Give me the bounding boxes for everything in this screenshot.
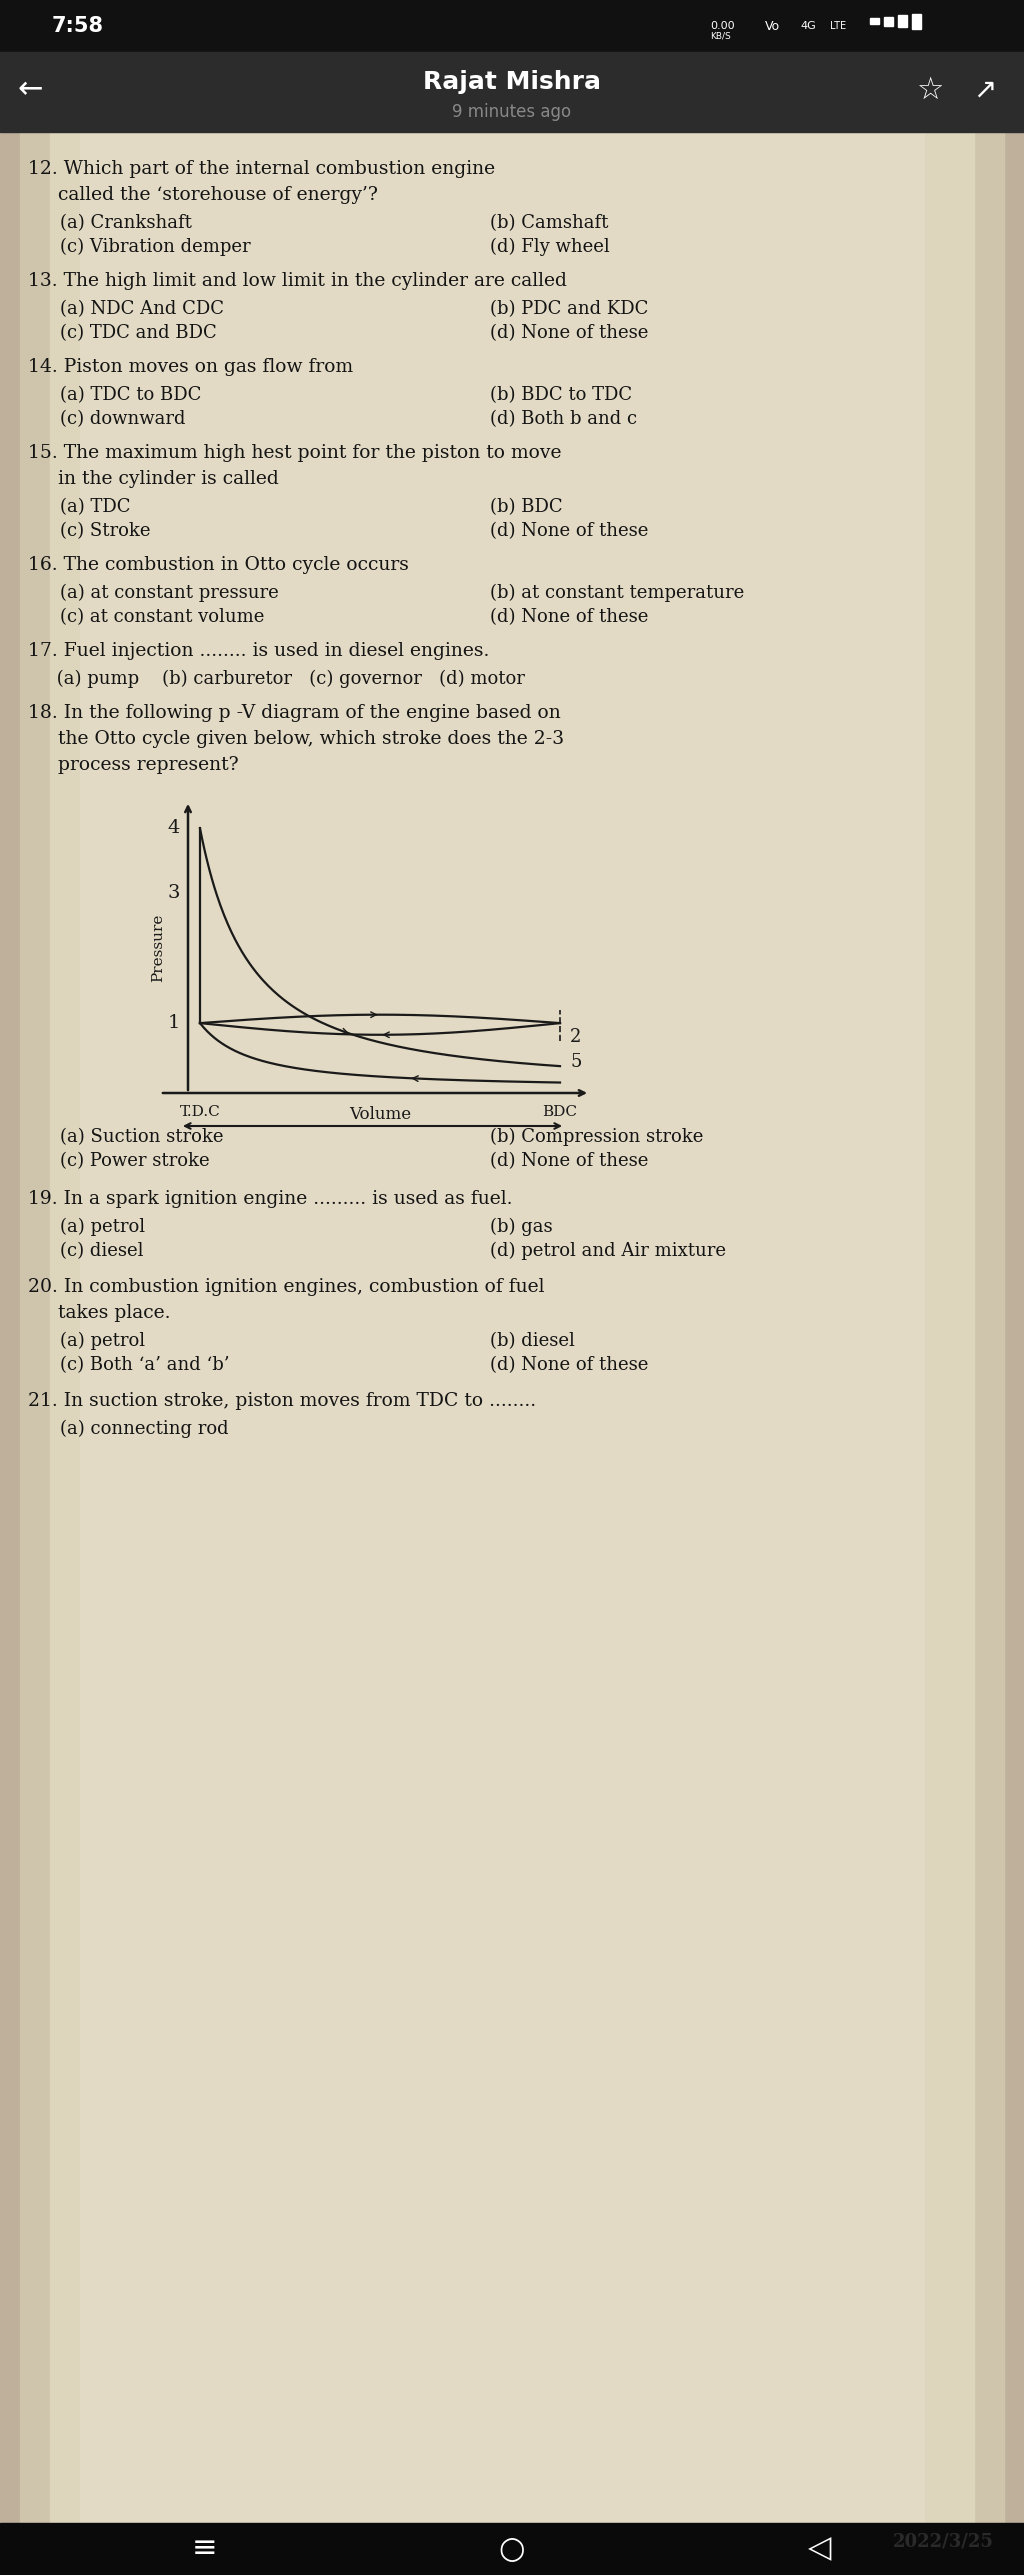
Bar	[870, 18, 879, 23]
Text: (c) Vibration demper: (c) Vibration demper	[60, 237, 251, 258]
Text: ↗: ↗	[974, 77, 996, 103]
Text: (b) BDC to TDC: (b) BDC to TDC	[490, 386, 632, 404]
Text: 18. In the following p -V diagram of the engine based on: 18. In the following p -V diagram of the…	[28, 703, 561, 721]
Text: (c) Power stroke: (c) Power stroke	[60, 1151, 210, 1169]
Text: 7:58: 7:58	[52, 15, 104, 36]
Bar	[898, 15, 907, 26]
Text: BDC: BDC	[543, 1105, 578, 1120]
Text: (c) at constant volume: (c) at constant volume	[60, 608, 264, 626]
Text: (b) diesel: (b) diesel	[490, 1331, 574, 1349]
Text: ◁: ◁	[808, 2534, 830, 2565]
Text: 9 minutes ago: 9 minutes ago	[453, 103, 571, 121]
Text: (d) Both b and c: (d) Both b and c	[490, 409, 637, 427]
Text: in the cylinder is called: in the cylinder is called	[28, 471, 279, 489]
Text: (b) gas: (b) gas	[490, 1218, 553, 1236]
Text: 2: 2	[570, 1027, 582, 1045]
Text: (d) None of these: (d) None of these	[490, 523, 648, 541]
Text: Vo: Vo	[765, 21, 780, 33]
Text: (a) connecting rod: (a) connecting rod	[60, 1419, 228, 1439]
Text: KB/S: KB/S	[710, 31, 731, 41]
Text: 4: 4	[168, 819, 180, 837]
Text: (a) TDC to BDC: (a) TDC to BDC	[60, 386, 202, 404]
Bar	[80, 131, 924, 2575]
Text: (d) None of these: (d) None of these	[490, 1357, 648, 1375]
Text: (c) diesel: (c) diesel	[60, 1241, 143, 1259]
Text: (c) downward: (c) downward	[60, 409, 185, 427]
Text: 20. In combustion ignition engines, combustion of fuel: 20. In combustion ignition engines, comb…	[28, 1277, 545, 1295]
Text: 16. The combustion in Otto cycle occurs: 16. The combustion in Otto cycle occurs	[28, 556, 409, 574]
Text: (a) TDC: (a) TDC	[60, 497, 130, 515]
Text: (a) petrol: (a) petrol	[60, 1218, 145, 1236]
Text: (a) petrol: (a) petrol	[60, 1331, 145, 1349]
Bar	[0, 52, 1024, 131]
Text: (a) pump    (b) carburetor   (c) governor   (d) motor: (a) pump (b) carburetor (c) governor (d)…	[28, 670, 525, 688]
Text: (c) TDC and BDC: (c) TDC and BDC	[60, 324, 217, 342]
Text: called the ‘storehouse of energy’?: called the ‘storehouse of energy’?	[28, 185, 378, 203]
Text: takes place.: takes place.	[28, 1303, 171, 1321]
Text: (c) Stroke: (c) Stroke	[60, 523, 151, 541]
Text: LTE: LTE	[830, 21, 846, 31]
Text: 1: 1	[168, 1015, 180, 1033]
Text: (b) Camshaft: (b) Camshaft	[490, 214, 608, 232]
Text: 12. Which part of the internal combustion engine: 12. Which part of the internal combustio…	[28, 160, 496, 178]
Text: (d) petrol and Air mixture: (d) petrol and Air mixture	[490, 1241, 726, 1259]
Text: Rajat Mishra: Rajat Mishra	[423, 70, 601, 95]
Text: ☆: ☆	[916, 75, 944, 106]
Text: (d) None of these: (d) None of these	[490, 608, 648, 626]
Text: 0.00: 0.00	[710, 21, 734, 31]
Text: 5: 5	[570, 1053, 582, 1071]
Text: (a) Crankshaft: (a) Crankshaft	[60, 214, 191, 232]
Text: Exercise: Exercise	[55, 85, 264, 126]
Text: the Otto cycle given below, which stroke does the 2-3: the Otto cycle given below, which stroke…	[28, 729, 564, 747]
Text: ○: ○	[499, 2534, 525, 2565]
Text: T.D.C: T.D.C	[179, 1105, 220, 1120]
Text: 15. The maximum high hest point for the piston to move: 15. The maximum high hest point for the …	[28, 443, 561, 461]
Text: Pressure: Pressure	[151, 914, 165, 981]
Text: (a) at constant pressure: (a) at constant pressure	[60, 585, 279, 603]
Bar	[0, 2524, 1024, 2575]
Text: Volume: Volume	[349, 1107, 411, 1123]
Text: 2022/3/25: 2022/3/25	[893, 2534, 994, 2552]
Text: (b) PDC and KDC: (b) PDC and KDC	[490, 301, 648, 317]
Text: process represent?: process represent?	[28, 757, 239, 775]
Text: (c) Both ‘a’ and ‘b’: (c) Both ‘a’ and ‘b’	[60, 1357, 229, 1375]
Text: 21. In suction stroke, piston moves from TDC to ........: 21. In suction stroke, piston moves from…	[28, 1393, 537, 1411]
Text: (b) BDC: (b) BDC	[490, 497, 562, 515]
Bar	[912, 13, 921, 28]
Text: 4G: 4G	[800, 21, 816, 31]
Text: (a) NDC And CDC: (a) NDC And CDC	[60, 301, 224, 317]
Text: 19. In a spark ignition engine ......... is used as fuel.: 19. In a spark ignition engine .........…	[28, 1190, 512, 1208]
Bar	[884, 15, 893, 26]
Text: 14. Piston moves on gas flow from: 14. Piston moves on gas flow from	[28, 358, 353, 376]
Text: ≡: ≡	[193, 2534, 217, 2565]
Text: 3: 3	[168, 883, 180, 901]
Text: (d) None of these: (d) None of these	[490, 1151, 648, 1169]
Text: 17. Fuel injection ........ is used in diesel engines.: 17. Fuel injection ........ is used in d…	[28, 641, 489, 659]
Text: (b) Compression stroke: (b) Compression stroke	[490, 1128, 703, 1146]
Text: (b) at constant temperature: (b) at constant temperature	[490, 585, 744, 603]
Text: 13. The high limit and low limit in the cylinder are called: 13. The high limit and low limit in the …	[28, 273, 567, 291]
Text: (d) None of these: (d) None of these	[490, 324, 648, 342]
Text: (d) Fly wheel: (d) Fly wheel	[490, 237, 609, 258]
Text: ←: ←	[17, 75, 43, 106]
Bar	[0, 0, 1024, 52]
Text: (a) Suction stroke: (a) Suction stroke	[60, 1128, 223, 1146]
